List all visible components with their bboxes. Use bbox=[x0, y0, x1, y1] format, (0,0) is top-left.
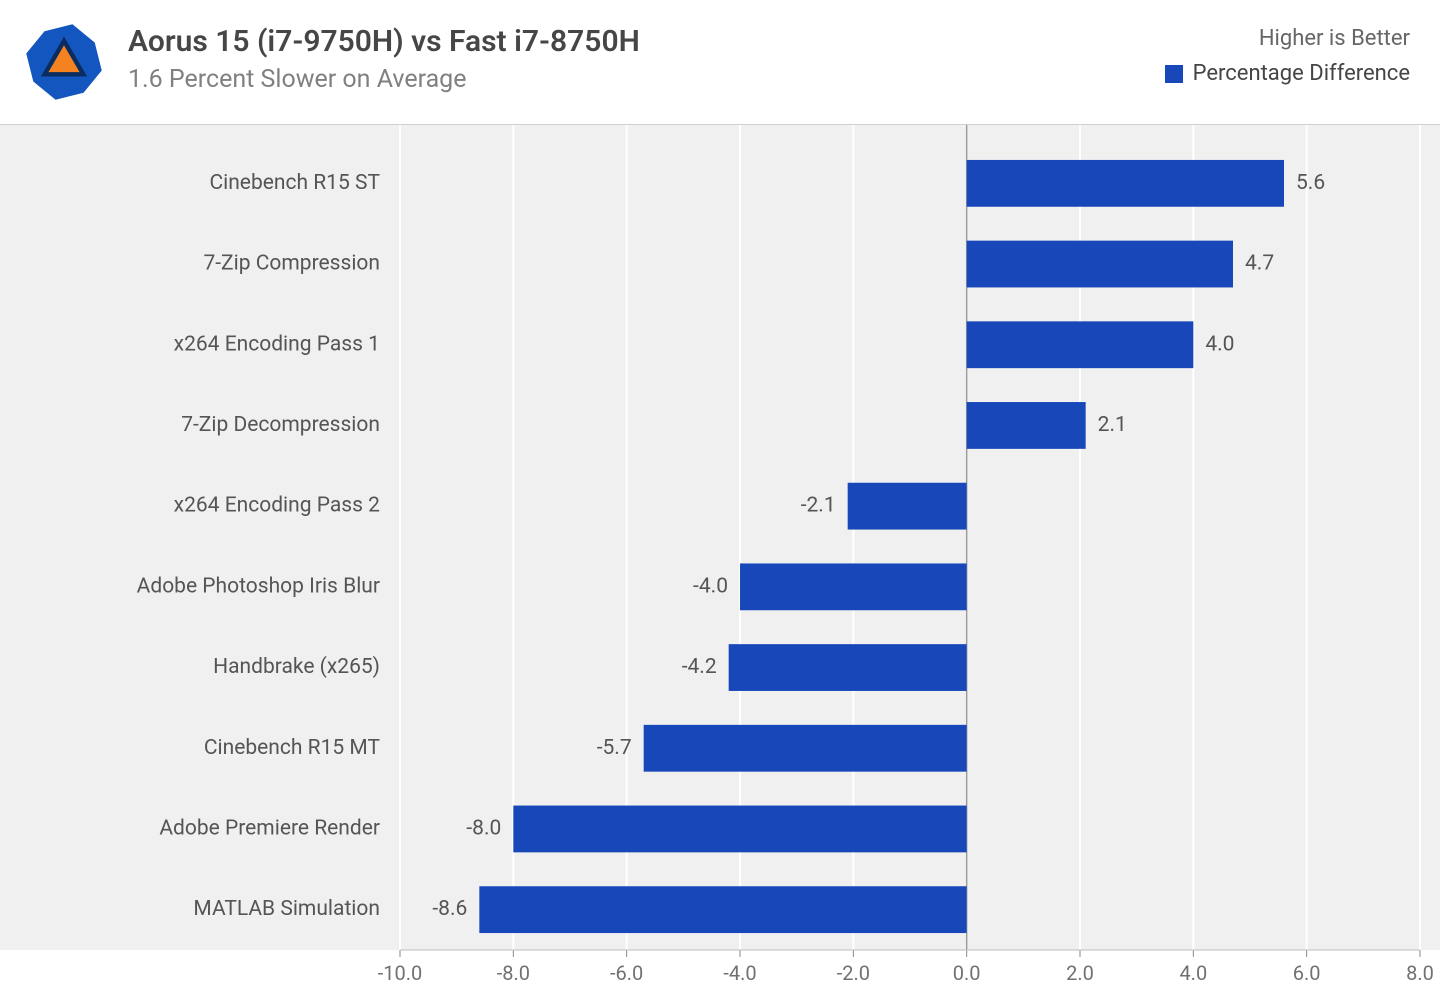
value-label: -4.2 bbox=[682, 655, 717, 679]
bar bbox=[513, 806, 966, 853]
category-label: Cinebench R15 ST bbox=[209, 171, 380, 195]
site-logo-icon bbox=[20, 18, 108, 106]
legend-item: Percentage Difference bbox=[1165, 61, 1410, 86]
legend-swatch-icon bbox=[1165, 65, 1183, 83]
title-block: Aorus 15 (i7-9750H) vs Fast i7-8750H 1.6… bbox=[128, 18, 1165, 94]
bar bbox=[967, 321, 1194, 368]
x-tick-label: -2.0 bbox=[837, 961, 870, 985]
legend-note: Higher is Better bbox=[1165, 26, 1410, 51]
bar bbox=[967, 160, 1284, 207]
bar bbox=[644, 725, 967, 772]
value-label: -8.6 bbox=[432, 897, 467, 921]
x-tick-label: -4.0 bbox=[723, 961, 756, 985]
category-label: MATLAB Simulation bbox=[193, 897, 380, 921]
chart-title: Aorus 15 (i7-9750H) vs Fast i7-8750H bbox=[128, 24, 1165, 59]
bar bbox=[479, 886, 966, 933]
x-tick-label: 0.0 bbox=[953, 961, 981, 985]
bar bbox=[729, 644, 967, 691]
x-tick-label: -8.0 bbox=[497, 961, 530, 985]
category-label: Cinebench R15 MT bbox=[204, 736, 381, 760]
value-label: -8.0 bbox=[466, 816, 501, 840]
x-tick-label: -10.0 bbox=[378, 961, 423, 985]
x-tick-label: 4.0 bbox=[1179, 961, 1207, 985]
bar bbox=[848, 483, 967, 530]
chart-svg: -10.0 -8.0 -6.0 -4.0 -2.0 0.0 2.0 4.0 6.0 8.0 Cine… bbox=[0, 125, 1440, 1000]
legend-block: Higher is Better Percentage Difference bbox=[1165, 18, 1410, 86]
x-tick-label: 2.0 bbox=[1066, 961, 1094, 985]
category-label: 7-Zip Decompression bbox=[181, 413, 380, 437]
category-label: Adobe Premiere Render bbox=[159, 816, 380, 840]
value-label: 5.6 bbox=[1296, 171, 1325, 195]
chart-header: Aorus 15 (i7-9750H) vs Fast i7-8750H 1.6… bbox=[0, 0, 1440, 124]
value-label: 2.1 bbox=[1098, 413, 1127, 437]
chart-subtitle: 1.6 Percent Slower on Average bbox=[128, 65, 1165, 94]
x-tick-label: -6.0 bbox=[610, 961, 643, 985]
x-tick-label: 6.0 bbox=[1293, 961, 1321, 985]
value-label: -4.0 bbox=[693, 574, 728, 598]
category-label: Handbrake (x265) bbox=[213, 655, 380, 679]
category-label: x264 Encoding Pass 1 bbox=[174, 332, 380, 356]
legend-label: Percentage Difference bbox=[1193, 61, 1410, 86]
bar bbox=[740, 563, 967, 610]
value-label: 4.7 bbox=[1245, 252, 1274, 276]
category-label: x264 Encoding Pass 2 bbox=[174, 494, 381, 518]
bar bbox=[967, 402, 1086, 449]
category-label: 7-Zip Compression bbox=[203, 252, 380, 276]
chart-container: Aorus 15 (i7-9750H) vs Fast i7-8750H 1.6… bbox=[0, 0, 1440, 1000]
value-label: -2.1 bbox=[801, 494, 836, 518]
bar bbox=[967, 241, 1233, 288]
plot-area: -10.0 -8.0 -6.0 -4.0 -2.0 0.0 2.0 4.0 6.0 8.0 Cine… bbox=[0, 124, 1440, 1000]
value-label: 4.0 bbox=[1205, 332, 1234, 356]
value-label: -5.7 bbox=[597, 736, 632, 760]
category-label: Adobe Photoshop Iris Blur bbox=[137, 574, 380, 598]
x-tick-label: 8.0 bbox=[1406, 961, 1434, 985]
